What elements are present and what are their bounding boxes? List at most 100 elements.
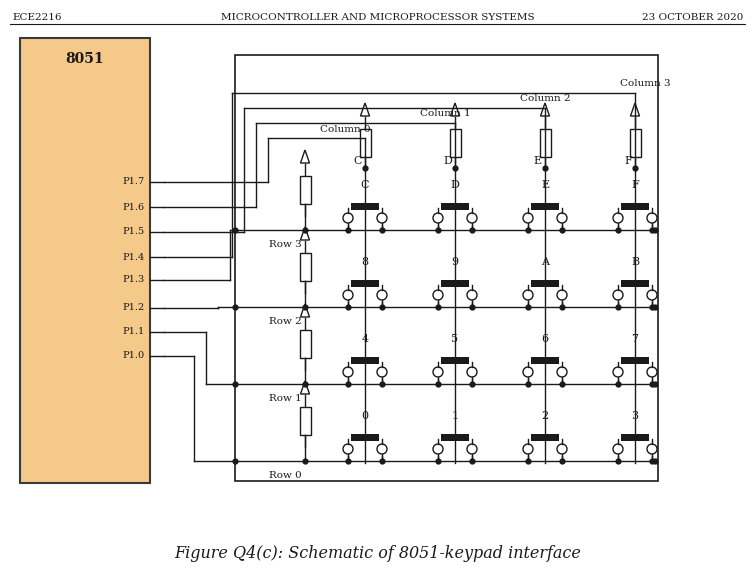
Circle shape: [613, 290, 623, 300]
Text: P1.7: P1.7: [123, 177, 145, 187]
Circle shape: [613, 213, 623, 223]
Circle shape: [377, 290, 387, 300]
Circle shape: [377, 444, 387, 454]
Bar: [531, 280, 559, 287]
Circle shape: [343, 290, 353, 300]
Bar: [351, 203, 379, 210]
Text: P1.5: P1.5: [123, 227, 145, 236]
Circle shape: [377, 367, 387, 377]
Text: E: E: [541, 180, 549, 190]
Polygon shape: [541, 103, 550, 116]
Bar: [300, 253, 310, 281]
Bar: [531, 203, 559, 210]
Bar: [441, 434, 469, 441]
Bar: [300, 176, 310, 204]
Text: 7: 7: [631, 334, 639, 344]
Polygon shape: [630, 103, 639, 116]
Text: C: C: [353, 156, 362, 166]
Text: Row 0: Row 0: [270, 471, 302, 480]
Bar: [235, 55, 658, 481]
Circle shape: [433, 213, 443, 223]
Text: Column 0: Column 0: [319, 125, 370, 134]
Bar: [630, 129, 640, 157]
Bar: [441, 203, 469, 210]
Circle shape: [647, 213, 657, 223]
Text: P1.6: P1.6: [123, 203, 145, 211]
Bar: [441, 357, 469, 364]
Text: 0: 0: [362, 411, 368, 421]
Text: 1: 1: [451, 411, 458, 421]
Text: 6: 6: [541, 334, 549, 344]
Text: Row 2: Row 2: [270, 317, 302, 326]
Bar: [449, 129, 461, 157]
Polygon shape: [300, 304, 310, 317]
Circle shape: [433, 444, 443, 454]
Text: 3: 3: [631, 411, 639, 421]
Text: Column 3: Column 3: [620, 79, 670, 88]
Bar: [351, 434, 379, 441]
Text: 9: 9: [451, 257, 458, 267]
Text: Figure Q4(c): Schematic of 8051-keypad interface: Figure Q4(c): Schematic of 8051-keypad i…: [174, 545, 581, 562]
Text: P1.3: P1.3: [123, 276, 145, 285]
Bar: [621, 280, 649, 287]
Text: D: D: [451, 180, 460, 190]
Circle shape: [343, 367, 353, 377]
Circle shape: [613, 367, 623, 377]
Circle shape: [343, 444, 353, 454]
Text: 2: 2: [541, 411, 549, 421]
Circle shape: [613, 444, 623, 454]
Text: 8: 8: [362, 257, 368, 267]
Circle shape: [557, 367, 567, 377]
Circle shape: [433, 290, 443, 300]
Circle shape: [523, 444, 533, 454]
Bar: [531, 357, 559, 364]
Text: 8051: 8051: [66, 52, 104, 66]
Bar: [621, 357, 649, 364]
Text: 23 OCTOBER 2020: 23 OCTOBER 2020: [642, 13, 743, 22]
Circle shape: [557, 290, 567, 300]
Circle shape: [647, 367, 657, 377]
Text: Row 1: Row 1: [270, 394, 302, 403]
Text: B: B: [631, 257, 639, 267]
Text: 5: 5: [451, 334, 458, 344]
Text: MICROCONTROLLER AND MICROPROCESSOR SYSTEMS: MICROCONTROLLER AND MICROPROCESSOR SYSTE…: [221, 13, 535, 22]
Bar: [300, 330, 310, 358]
Circle shape: [467, 367, 477, 377]
Text: P1.4: P1.4: [123, 253, 145, 262]
Circle shape: [523, 290, 533, 300]
Circle shape: [433, 367, 443, 377]
Text: F: F: [624, 156, 632, 166]
Text: 4: 4: [362, 334, 368, 344]
Bar: [359, 129, 371, 157]
Bar: [540, 129, 550, 157]
Text: Column 1: Column 1: [420, 109, 470, 118]
Text: A: A: [541, 257, 549, 267]
Circle shape: [467, 213, 477, 223]
Text: C: C: [361, 180, 369, 190]
Text: D: D: [443, 156, 452, 166]
Bar: [621, 434, 649, 441]
Bar: [531, 434, 559, 441]
Polygon shape: [451, 103, 460, 116]
Circle shape: [523, 367, 533, 377]
Bar: [20, 38, 150, 483]
Text: Row 3: Row 3: [270, 240, 302, 249]
Circle shape: [467, 444, 477, 454]
Bar: [351, 280, 379, 287]
Bar: [351, 357, 379, 364]
Circle shape: [557, 213, 567, 223]
Text: P1.1: P1.1: [123, 328, 145, 336]
Circle shape: [523, 213, 533, 223]
Circle shape: [647, 290, 657, 300]
Circle shape: [467, 290, 477, 300]
Bar: [300, 407, 310, 435]
Circle shape: [557, 444, 567, 454]
Bar: [621, 203, 649, 210]
Text: E: E: [534, 156, 542, 166]
Bar: [441, 280, 469, 287]
Text: Column 2: Column 2: [519, 94, 570, 103]
Text: P1.2: P1.2: [123, 304, 145, 312]
Polygon shape: [360, 103, 369, 116]
Text: F: F: [631, 180, 639, 190]
Polygon shape: [300, 227, 310, 240]
